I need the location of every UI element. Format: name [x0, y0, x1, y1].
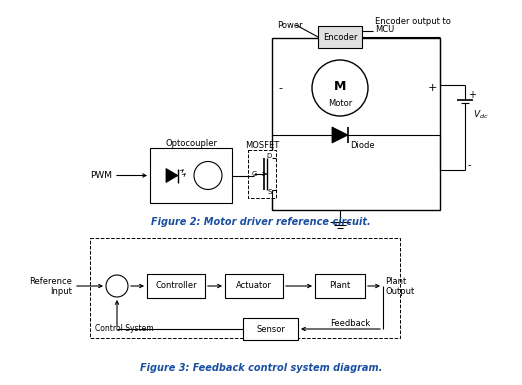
Text: Figure 2: Motor driver reference circuit.: Figure 2: Motor driver reference circuit… — [151, 217, 371, 227]
Polygon shape — [166, 169, 178, 182]
Text: Motor: Motor — [328, 99, 352, 109]
Bar — [225, 274, 283, 298]
Text: Feedback: Feedback — [330, 320, 370, 328]
Text: +: + — [428, 83, 437, 93]
Bar — [248, 150, 276, 198]
Text: Control System: Control System — [95, 324, 153, 333]
Text: -: - — [468, 160, 471, 170]
Text: Actuator: Actuator — [236, 281, 272, 291]
Text: G: G — [252, 171, 257, 177]
Bar — [147, 274, 205, 298]
Bar — [150, 148, 232, 203]
Polygon shape — [332, 127, 348, 143]
Text: $V_{dc}$: $V_{dc}$ — [473, 109, 489, 121]
Text: Controller: Controller — [155, 281, 197, 291]
Text: +: + — [468, 90, 476, 100]
Text: Reference: Reference — [29, 278, 72, 286]
Text: Sensor: Sensor — [256, 325, 285, 333]
Text: D: D — [267, 153, 272, 159]
Text: Output: Output — [385, 286, 414, 296]
Text: Diode: Diode — [350, 141, 374, 149]
Text: Power: Power — [277, 20, 303, 30]
Text: Encoder: Encoder — [323, 32, 357, 42]
Text: Plant: Plant — [329, 281, 351, 291]
Bar — [315, 274, 365, 298]
Bar — [90, 238, 400, 338]
Text: Figure 3: Feedback control system diagram.: Figure 3: Feedback control system diagra… — [140, 363, 382, 373]
Text: Input: Input — [50, 286, 72, 296]
Text: Optocoupler: Optocoupler — [165, 139, 217, 147]
Bar — [272, 38, 440, 210]
Text: MOSFET: MOSFET — [245, 141, 279, 149]
Text: PWM: PWM — [90, 171, 112, 180]
Bar — [318, 26, 362, 48]
Text: Encoder output to: Encoder output to — [375, 17, 451, 27]
Text: S: S — [268, 189, 272, 195]
Text: M: M — [334, 79, 346, 92]
Text: -: - — [278, 83, 282, 93]
Circle shape — [312, 60, 368, 116]
Text: Plant: Plant — [385, 278, 406, 286]
Bar — [243, 318, 298, 340]
Circle shape — [106, 275, 128, 297]
Text: MCU: MCU — [375, 25, 394, 35]
Circle shape — [194, 161, 222, 189]
